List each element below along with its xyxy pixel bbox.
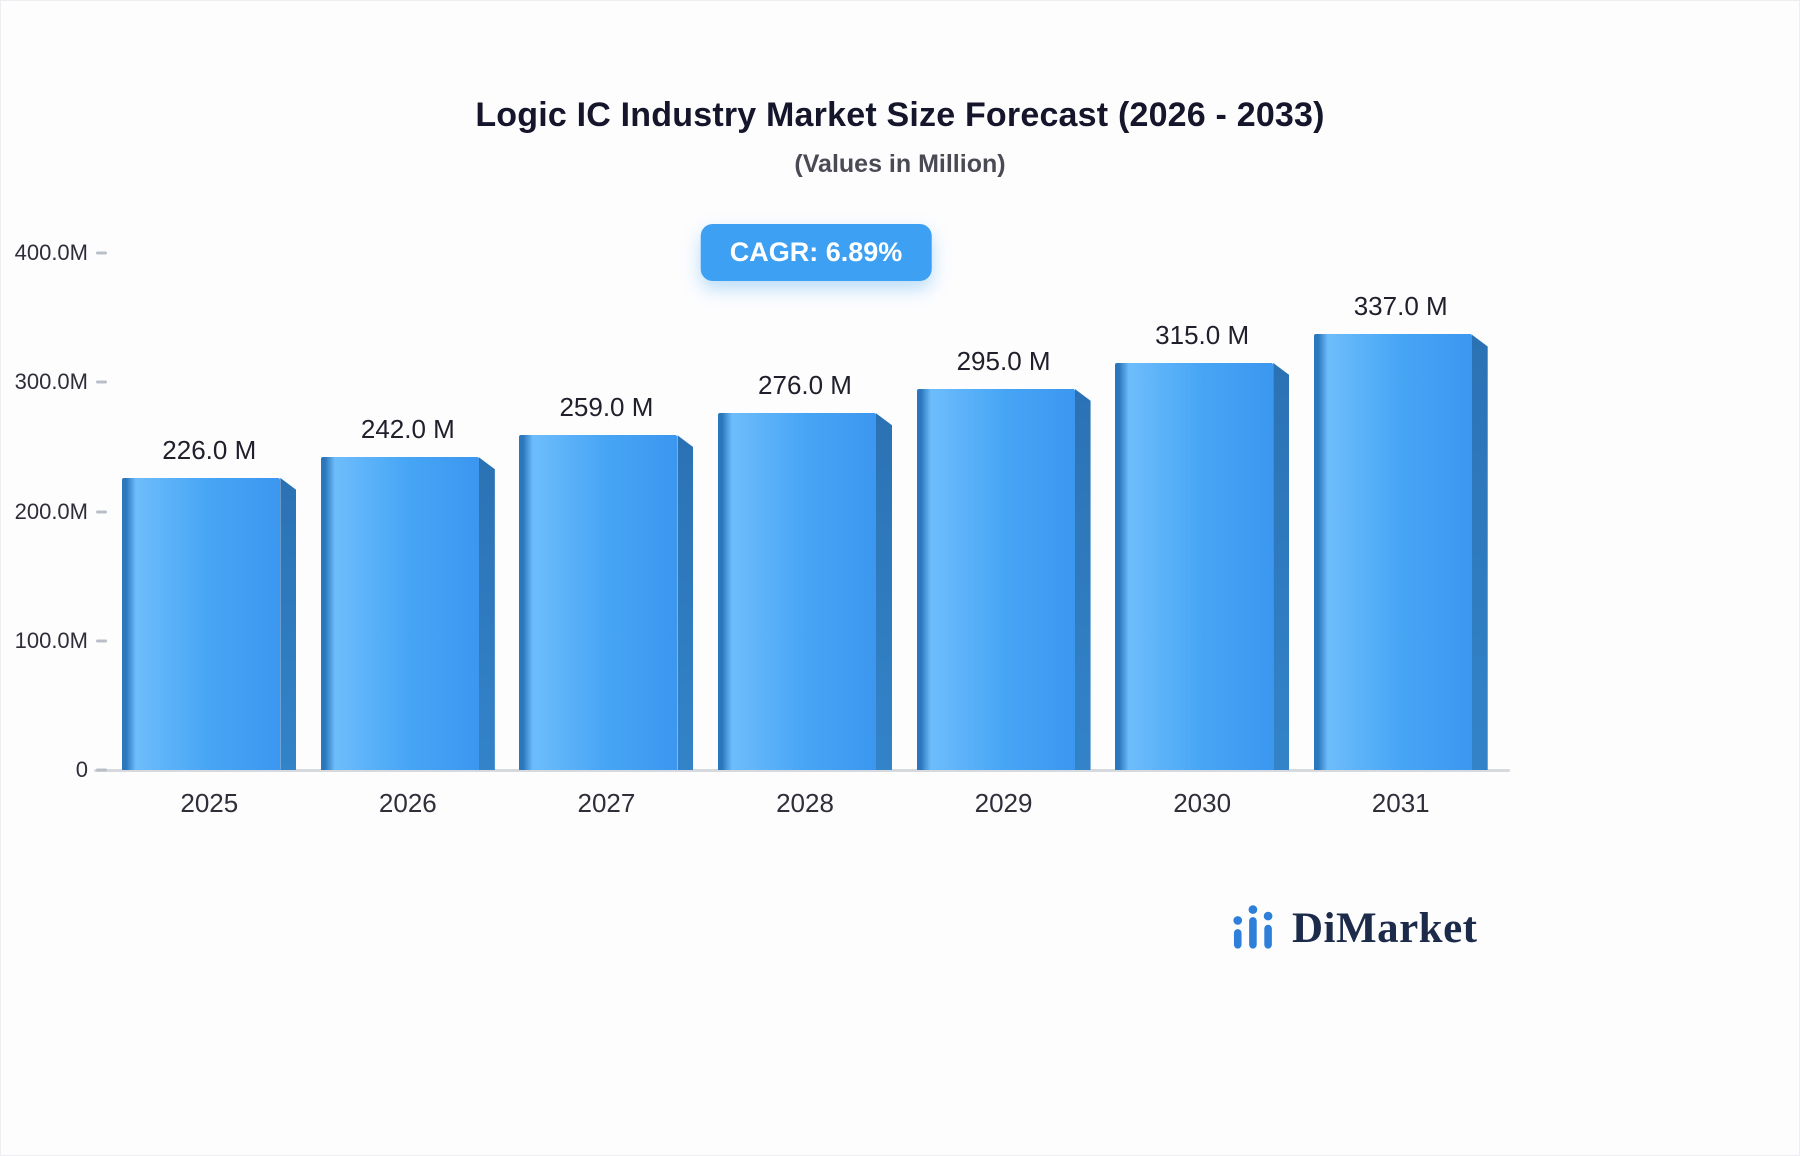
bar-side-face — [677, 435, 694, 770]
bar-value-label: 259.0 M — [559, 392, 654, 423]
y-axis-tick-label: 100.0M — [14, 627, 88, 653]
x-axis-line — [94, 769, 1510, 772]
plot-area: 0 100.0M 200.0M 300.0M 400.0M 226.0 M 2025 242.… — [15, 240, 1510, 818]
x-axis-category-label: 2027 — [577, 788, 636, 818]
bar-value-label: 337.0 M — [1353, 291, 1448, 322]
chart-title: Logic IC Industry Market Size Forecast (… — [475, 96, 1325, 134]
bar-front-face — [320, 457, 479, 770]
x-axis-category-label: 2026 — [378, 788, 437, 818]
x-axis-category-label: 2030 — [1173, 788, 1232, 818]
y-axis-tick-mark — [96, 639, 107, 643]
bar-front-face — [916, 388, 1075, 770]
y-axis-tick-mark — [96, 251, 107, 255]
bar-value-label: 295.0 M — [956, 345, 1051, 376]
bar-side-face — [1074, 388, 1091, 770]
bar-chart-logo-icon — [1233, 905, 1273, 949]
y-axis-tick-mark — [96, 768, 107, 772]
bar-value-label: 242.0 M — [360, 414, 455, 445]
bar-front-face — [718, 413, 876, 770]
bar-front-face — [1115, 362, 1274, 770]
brand-logo: DiMarket — [1228, 902, 1478, 954]
bar-value-label: 276.0 M — [758, 370, 852, 401]
bar-2025: 226.0 M — [122, 435, 297, 770]
bar-front-face — [519, 435, 678, 770]
bar-front-face — [1313, 334, 1472, 770]
bar-side-face — [1471, 334, 1488, 770]
y-axis-tick-label: 0 — [75, 757, 88, 782]
x-axis-category-label: 2029 — [974, 788, 1033, 818]
x-axis-category-label: 2031 — [1371, 788, 1430, 818]
x-axis-category-label: 2025 — [180, 788, 239, 818]
bar-2030: 315.0 M — [1115, 320, 1290, 770]
y-axis-tick-label: 200.0M — [14, 498, 88, 524]
bar-side-face — [478, 457, 495, 770]
bar-2026: 242.0 M — [320, 414, 495, 770]
bar-2028: 276.0 M — [718, 370, 892, 770]
bar-value-label: 226.0 M — [162, 434, 257, 465]
cagr-badge: CAGR: 6.89% — [700, 224, 932, 281]
y-axis-tick-label: 300.0M — [14, 369, 88, 395]
bar-side-face — [1273, 362, 1290, 770]
bar-front-face — [122, 477, 281, 770]
bar-side-face — [280, 477, 297, 770]
chart-subtitle: (Values in Million) — [794, 150, 1006, 178]
x-axis-category-label: 2028 — [776, 788, 834, 818]
bar-value-label: 315.0 M — [1155, 319, 1250, 350]
bar-2031: 337.0 M — [1313, 291, 1488, 770]
y-axis-tick-mark — [96, 510, 107, 513]
brand-name: DiMarket — [1292, 904, 1478, 952]
bar-2027: 259.0 M — [519, 392, 694, 770]
y-axis-tick-label: 400.0M — [14, 240, 88, 265]
bar-2029: 295.0 M — [916, 346, 1091, 770]
y-axis-tick-mark — [96, 380, 107, 384]
bar-side-face — [876, 413, 892, 770]
